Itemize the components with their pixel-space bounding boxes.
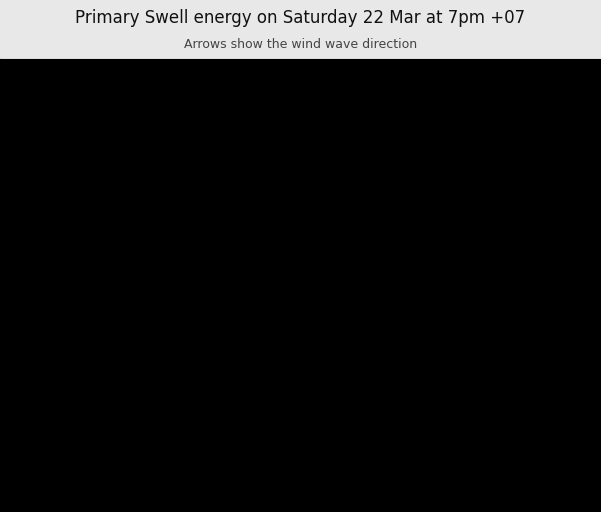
Text: Primary Swell energy on Saturday 22 Mar at 7pm +07: Primary Swell energy on Saturday 22 Mar … <box>76 9 525 27</box>
Text: Arrows show the wind wave direction: Arrows show the wind wave direction <box>184 38 417 51</box>
